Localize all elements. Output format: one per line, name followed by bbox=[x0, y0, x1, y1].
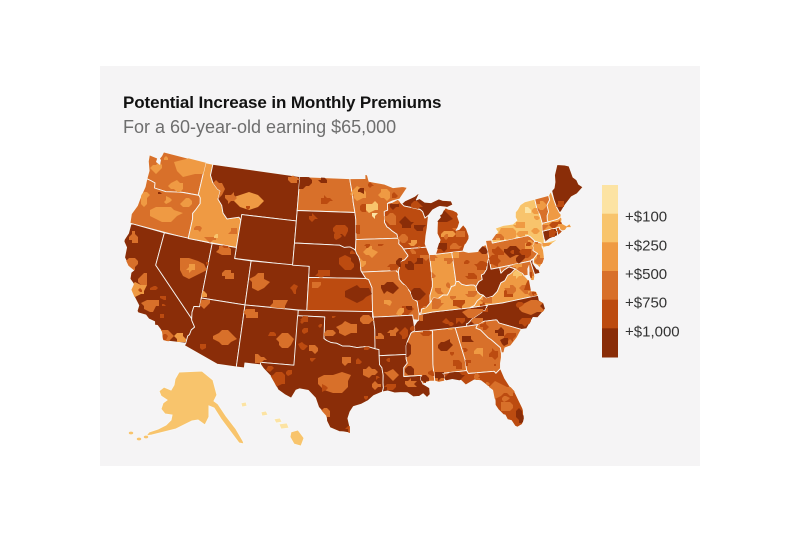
svg-text:+$250: +$250 bbox=[625, 237, 667, 254]
svg-text:+$1,000: +$1,000 bbox=[625, 323, 680, 340]
svg-text:+$500: +$500 bbox=[625, 266, 667, 283]
svg-text:+$750: +$750 bbox=[625, 295, 667, 312]
svg-text:+$100: +$100 bbox=[625, 209, 667, 226]
